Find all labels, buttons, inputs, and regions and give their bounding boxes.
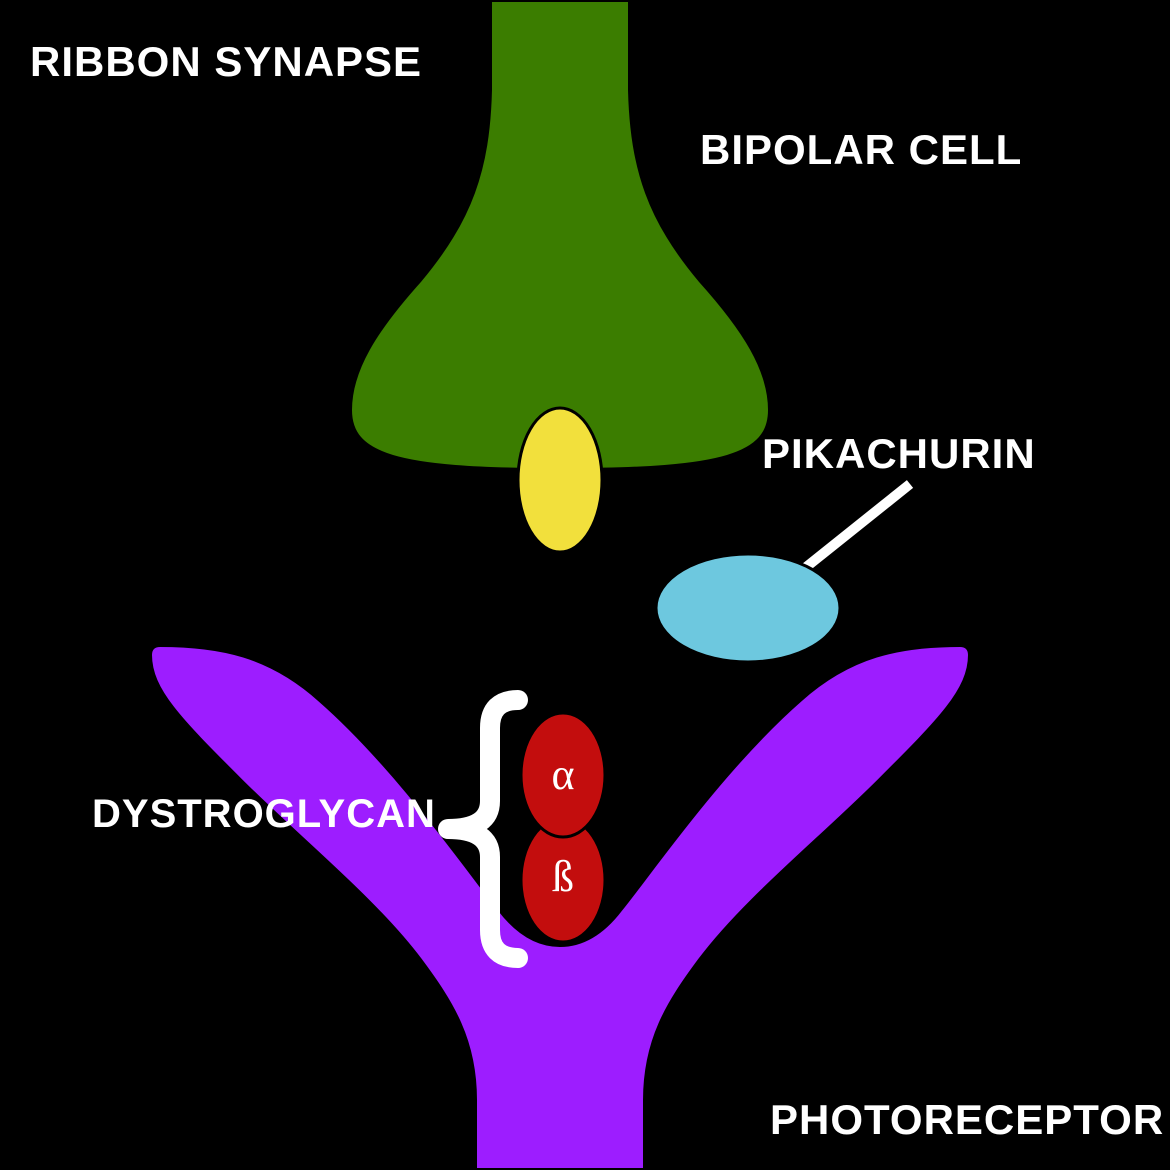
pikachurin-label: PIKACHURIN <box>762 430 1036 478</box>
beta-symbol: ß <box>552 852 574 901</box>
alpha-symbol: α <box>551 750 574 799</box>
diagram-svg: ßα <box>0 0 1170 1170</box>
pikachurin-shape <box>656 554 840 662</box>
diagram-stage: ßα RIBBON SYNAPSE BIPOLAR CELL PIKACHURI… <box>0 0 1170 1170</box>
yellow-vesicle-shape <box>518 408 602 552</box>
title-label: RIBBON SYNAPSE <box>30 38 422 86</box>
photoreceptor-label: PHOTORECEPTOR <box>770 1096 1164 1144</box>
bipolar-cell-label: BIPOLAR CELL <box>700 126 1022 174</box>
dystroglycan-label: DYSTROGLYCAN <box>92 792 436 837</box>
